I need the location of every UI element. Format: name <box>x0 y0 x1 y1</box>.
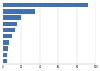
Bar <box>3 9 35 14</box>
Bar <box>3 28 15 32</box>
Bar <box>3 40 9 45</box>
Bar <box>3 59 7 63</box>
Bar <box>3 34 12 38</box>
Bar <box>3 3 88 7</box>
Bar <box>3 53 8 57</box>
Bar <box>3 46 8 51</box>
Bar <box>3 22 17 26</box>
Bar <box>3 15 21 20</box>
